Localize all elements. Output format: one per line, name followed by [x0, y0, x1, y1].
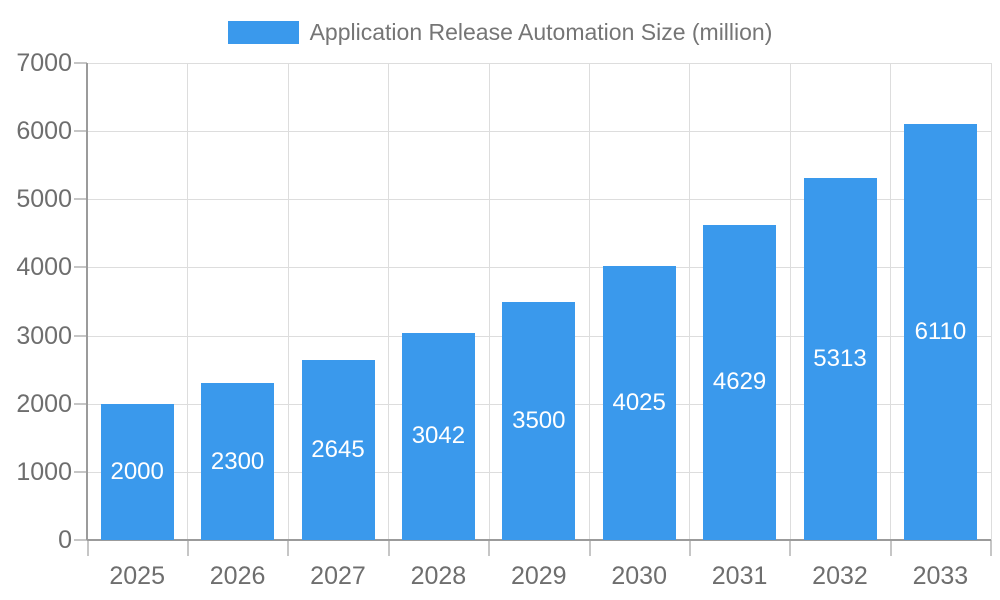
x-axis-category-label: 2025 — [109, 562, 165, 590]
legend[interactable]: Application Release Automation Size (mil… — [0, 17, 1000, 47]
y-axis-tick-label: 2000 — [16, 389, 72, 418]
v-gridline — [187, 63, 189, 540]
x-axis-tick — [488, 540, 491, 556]
y-axis-tick-label: 5000 — [16, 185, 72, 214]
bar-value-label: 4629 — [712, 368, 767, 396]
bar-2026[interactable] — [201, 383, 275, 540]
y-axis-tick-label: 6000 — [16, 117, 72, 146]
bar-value-label: 4025 — [612, 388, 666, 416]
legend-swatch — [227, 20, 299, 44]
x-axis-category-label: 2031 — [711, 562, 768, 590]
y-axis-tick — [74, 539, 87, 541]
x-axis-category-label: 2030 — [611, 562, 667, 590]
bar-2027[interactable] — [301, 359, 375, 540]
x-axis-tick — [789, 540, 792, 556]
x-axis-line — [87, 539, 991, 541]
x-axis-tick — [990, 540, 993, 556]
v-gridline — [589, 63, 590, 540]
x-axis-tick — [688, 540, 691, 556]
v-gridline — [488, 63, 490, 540]
x-axis-tick — [889, 540, 892, 556]
h-gridline — [87, 199, 991, 201]
bar-2028[interactable] — [401, 332, 475, 540]
bar-value-label: 6110 — [914, 317, 967, 345]
bar-2029[interactable] — [502, 301, 576, 540]
x-axis-tick — [287, 540, 290, 556]
bar-value-label: 2000 — [110, 457, 164, 485]
bar-value-label: 2300 — [210, 447, 265, 475]
x-axis-tick — [86, 540, 89, 556]
h-gridline — [87, 267, 991, 269]
v-gridline — [689, 63, 691, 540]
y-axis-tick-label: 1000 — [16, 457, 72, 486]
bar-2032[interactable] — [803, 177, 877, 540]
y-axis-tick-label: 7000 — [16, 49, 72, 77]
y-axis-tick — [74, 130, 87, 133]
y-axis-tick-label: 4000 — [16, 253, 72, 282]
h-gridline — [87, 63, 991, 64]
x-axis-tick — [186, 540, 189, 556]
bar-2030[interactable] — [602, 265, 676, 540]
x-axis-category-label: 2033 — [912, 562, 969, 590]
h-gridline — [87, 131, 991, 133]
bar-2031[interactable] — [703, 224, 777, 540]
y-axis-line — [86, 63, 88, 540]
v-gridline — [990, 63, 992, 540]
y-axis-tick — [74, 470, 87, 473]
y-axis-tick-label: 0 — [58, 526, 72, 554]
y-axis-tick-label: 3000 — [16, 321, 72, 350]
x-axis-category-label: 2029 — [510, 562, 567, 590]
bar-2025[interactable] — [100, 403, 174, 540]
legend-label: Application Release Automation Size (mil… — [309, 19, 773, 45]
x-axis-tick — [588, 540, 591, 556]
bar-value-label: 3500 — [512, 406, 566, 434]
v-gridline — [388, 63, 390, 540]
v-gridline — [287, 63, 289, 540]
bar-value-label: 2645 — [311, 435, 365, 463]
v-gridline — [789, 63, 791, 540]
x-axis-category-label: 2026 — [209, 562, 266, 590]
bar-value-label: 5313 — [813, 344, 867, 372]
y-axis-tick — [74, 198, 87, 201]
x-axis-category-label: 2028 — [410, 562, 467, 590]
x-axis-category-label: 2032 — [812, 562, 868, 590]
y-axis-tick — [74, 402, 87, 405]
y-axis-tick — [74, 62, 87, 64]
bar-2033[interactable] — [903, 123, 977, 540]
v-gridline — [890, 63, 892, 540]
y-axis-tick — [74, 266, 87, 269]
y-axis-tick — [74, 334, 87, 337]
bar-value-label: 3042 — [411, 422, 466, 450]
x-axis-tick — [387, 540, 390, 556]
x-axis-category-label: 2027 — [310, 562, 366, 590]
